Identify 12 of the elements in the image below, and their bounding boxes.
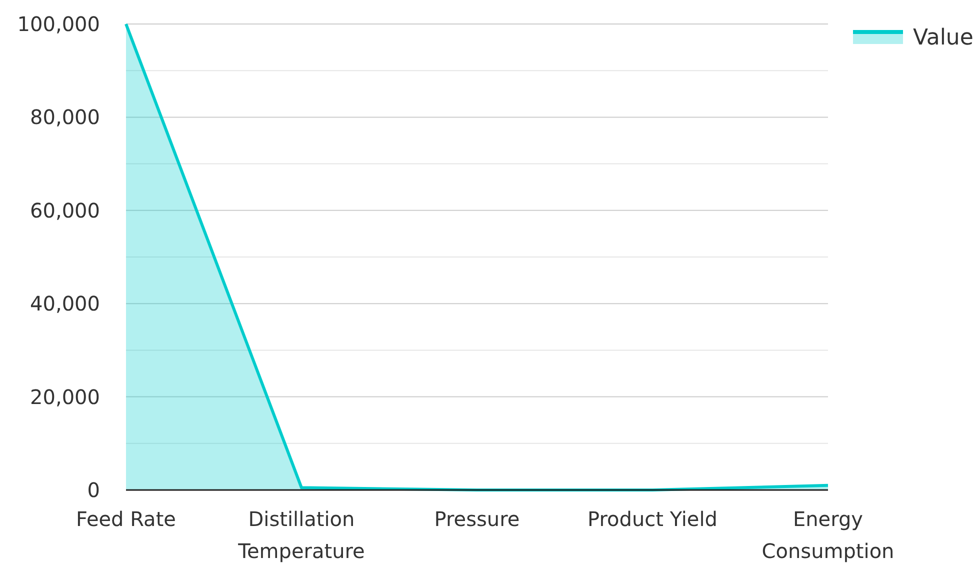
y-tick-label: 0 bbox=[87, 478, 100, 502]
x-tick-label: Product Yield bbox=[588, 507, 718, 531]
x-tick-label: Energy Consumption bbox=[762, 507, 894, 563]
y-tick-label: 80,000 bbox=[30, 105, 100, 130]
x-tick-label: Feed Rate bbox=[76, 507, 176, 531]
legend-label: Value bbox=[913, 26, 974, 51]
y-tick-label: 100,000 bbox=[17, 12, 100, 36]
y-tick-label: 60,000 bbox=[30, 198, 100, 222]
y-tick-label: 20,000 bbox=[30, 384, 100, 409]
x-tick-label: Pressure bbox=[434, 507, 520, 531]
y-tick-label: 40,000 bbox=[30, 292, 100, 316]
x-tick-label: Distillation Temperature bbox=[237, 507, 365, 563]
